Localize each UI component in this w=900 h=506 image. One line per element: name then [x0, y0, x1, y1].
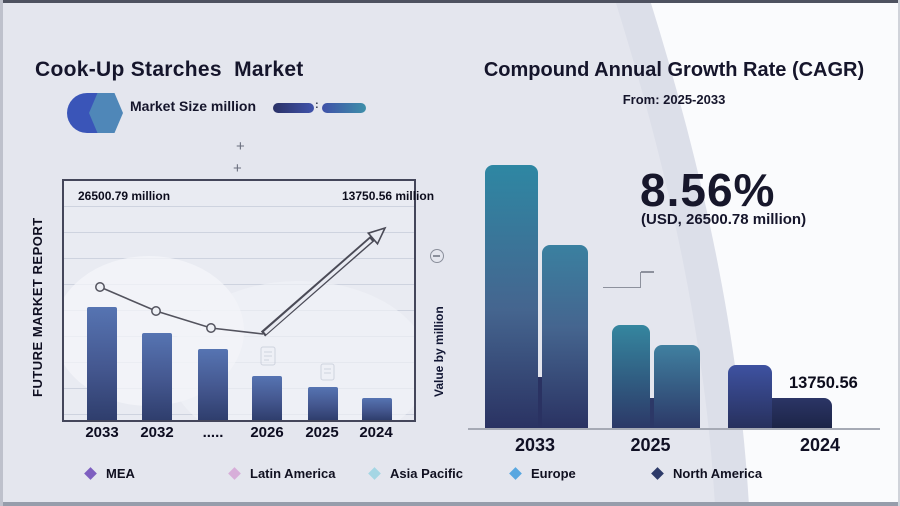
- left-panel-title: Cook-Up Starches Market: [35, 58, 304, 81]
- minus-circle-icon: [430, 249, 444, 263]
- bar-2024: [362, 398, 392, 420]
- legend-item-asia-pacific: Asia Pacific: [368, 466, 463, 481]
- r-x-label-2024: 2024: [799, 435, 841, 455]
- scale-pill-separator: :: [315, 99, 319, 111]
- plus-mark-1: +: [236, 138, 245, 155]
- chart-end-value: 13750.56 million: [342, 189, 435, 203]
- bar-dots: [198, 349, 228, 420]
- trend-line-arrow: [95, 226, 387, 337]
- legend-label: Asia Pacific: [390, 466, 463, 481]
- bar-group-2033: [485, 165, 588, 429]
- r-x-label-2025: 2025: [630, 435, 671, 455]
- scale-pill-dark: [273, 103, 314, 113]
- bar-2033-primary: [485, 165, 538, 429]
- scale-pill-teal: [322, 103, 366, 113]
- bar-2025-join: [650, 398, 654, 429]
- europe-diamond-icon: [509, 467, 522, 480]
- plus-mark-2: +: [233, 160, 242, 177]
- legend-item-mea: MEA: [84, 466, 135, 481]
- legend-label: North America: [673, 466, 763, 481]
- cylinder-icon: [67, 93, 123, 133]
- mea-diamond-icon: [84, 467, 97, 480]
- bar-2033-secondary: [542, 245, 588, 429]
- bar-2024-secondary: [772, 398, 832, 429]
- legend-item-europe: Europe: [509, 466, 576, 481]
- x-label-2025: 2025: [305, 424, 339, 441]
- legend-item-latin-america: Latin America: [228, 466, 336, 481]
- market-size-chart: [62, 179, 416, 422]
- right-panel-title: Compound Annual Growth Rate (CAGR): [483, 59, 865, 81]
- bar-2033: [87, 307, 117, 420]
- bar-2025-secondary: [654, 345, 700, 429]
- ghost-clipboard-icons: [260, 346, 335, 381]
- legend-label: MEA: [106, 466, 135, 481]
- frame-top-edge: [0, 0, 900, 3]
- value-callout: 13750.56: [789, 374, 858, 392]
- bar-2024-primary: [728, 365, 772, 429]
- x-label-dots: .....: [202, 424, 224, 441]
- north-america-diamond-icon: [651, 467, 664, 480]
- cagr-value: 8.56%: [640, 164, 776, 216]
- cagr-basis: (USD, 26500.78 million): [641, 211, 807, 228]
- chart-start-value: 26500.79 million: [78, 189, 171, 203]
- legend-item-north-america: North America: [651, 466, 763, 481]
- bar-2026: [252, 376, 282, 420]
- x-axis-baseline: [468, 428, 880, 430]
- r-x-label-2033: 2033: [514, 435, 556, 455]
- latin-america-diamond-icon: [228, 467, 241, 480]
- bar-group-2024: [728, 365, 832, 429]
- legend-label: Latin America: [250, 466, 336, 481]
- asia-pacific-diamond-icon: [368, 467, 381, 480]
- legend-label: Europe: [531, 466, 576, 481]
- value-axis-label: Value by million: [432, 306, 446, 398]
- bar-2025: [308, 387, 338, 420]
- frame-left-edge: [0, 0, 3, 506]
- side-watermark: FUTURE MARKET REPORT: [30, 217, 45, 397]
- bar-2032: [142, 333, 172, 420]
- bar-group-2025: [612, 325, 700, 429]
- x-label-2026: 2026: [250, 424, 284, 441]
- bar-2025-primary: [612, 325, 650, 429]
- corner-bracket: [603, 272, 641, 288]
- market-size-legend-label: Market Size million: [130, 98, 257, 114]
- x-label-2024: 2024: [359, 424, 393, 441]
- bar-2033-join: [538, 377, 542, 429]
- corner-bracket-step: [641, 271, 654, 273]
- frame-right-edge: [898, 0, 900, 506]
- x-label-2033: 2033: [85, 424, 119, 441]
- cagr-period-subtitle: From: 2025-2033: [622, 92, 726, 107]
- frame-bottom-edge: [0, 502, 900, 506]
- x-label-2032: 2032: [140, 424, 174, 441]
